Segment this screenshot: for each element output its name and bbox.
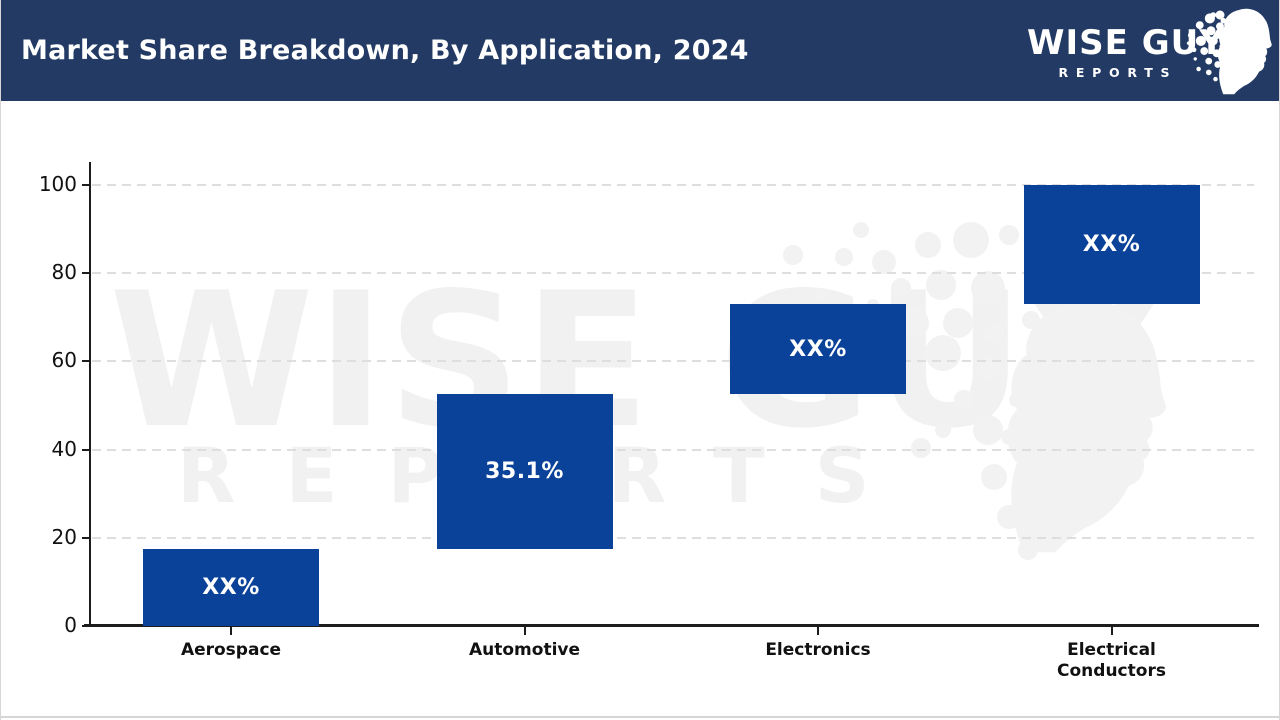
y-tick-20: [82, 536, 90, 539]
y-tick-label-40: 40: [51, 436, 77, 461]
bar-value-label: 35.1%: [485, 459, 564, 485]
y-tick-label-0: 0: [64, 613, 77, 637]
gridline-80: [92, 272, 1254, 275]
bar-value-label: XX%: [789, 336, 847, 362]
chart-title: Market Share Breakdown, By Application, …: [21, 35, 749, 66]
bar-aerospace: XX%: [143, 549, 319, 626]
y-tick-0: [82, 625, 90, 627]
bar-value-label: XX%: [1082, 231, 1141, 257]
category-label-automotive: Automotive: [468, 640, 581, 660]
bottom-border: [1, 716, 1279, 718]
y-tick-label-60: 60: [51, 348, 77, 373]
bar-electronics: XX%: [730, 303, 906, 395]
y-axis-line: [89, 162, 91, 627]
category-label-electrical-conductors: Electrical Conductors: [1057, 640, 1166, 682]
logo-face-icon: [1186, 8, 1272, 95]
x-tick-4: [1110, 627, 1113, 635]
y-tick-80: [82, 272, 90, 275]
x-tick-1: [230, 627, 232, 635]
bar-electrical-conductors: XX%: [1023, 185, 1200, 304]
y-tick-60: [82, 360, 90, 363]
y-tick-label-80: 80: [51, 260, 77, 285]
x-tick-2: [523, 627, 526, 635]
gridline-40: [92, 448, 1254, 451]
y-tick-label-20: 20: [51, 524, 77, 549]
logo-dots: [1186, 10, 1227, 82]
logo-wordmark: WISE GUY: [1027, 23, 1225, 63]
y-tick-100: [82, 184, 90, 186]
gridline-20: [92, 536, 1254, 539]
y-tick-label-100: 100: [38, 172, 77, 196]
logo-subtitle: REPORTS: [1058, 65, 1178, 80]
y-tick-40: [82, 448, 90, 451]
logo-text: WISE GUY REPORTS: [1027, 23, 1225, 80]
x-tick-3: [817, 627, 819, 635]
header: Market Share Breakdown, By Application, …: [1, 0, 1279, 101]
x-axis-line: [84, 624, 1259, 627]
bar-automotive: 35.1%: [436, 394, 613, 550]
bar-value-label: XX%: [202, 575, 260, 601]
category-label-aerospace: Aerospace: [180, 640, 282, 660]
wise-guy-logo: WISE GUY REPORTS: [1027, 6, 1277, 96]
category-label-electronics: Electronics: [765, 640, 871, 660]
gridline-100: [92, 184, 1254, 186]
gridline-60: [92, 360, 1254, 363]
